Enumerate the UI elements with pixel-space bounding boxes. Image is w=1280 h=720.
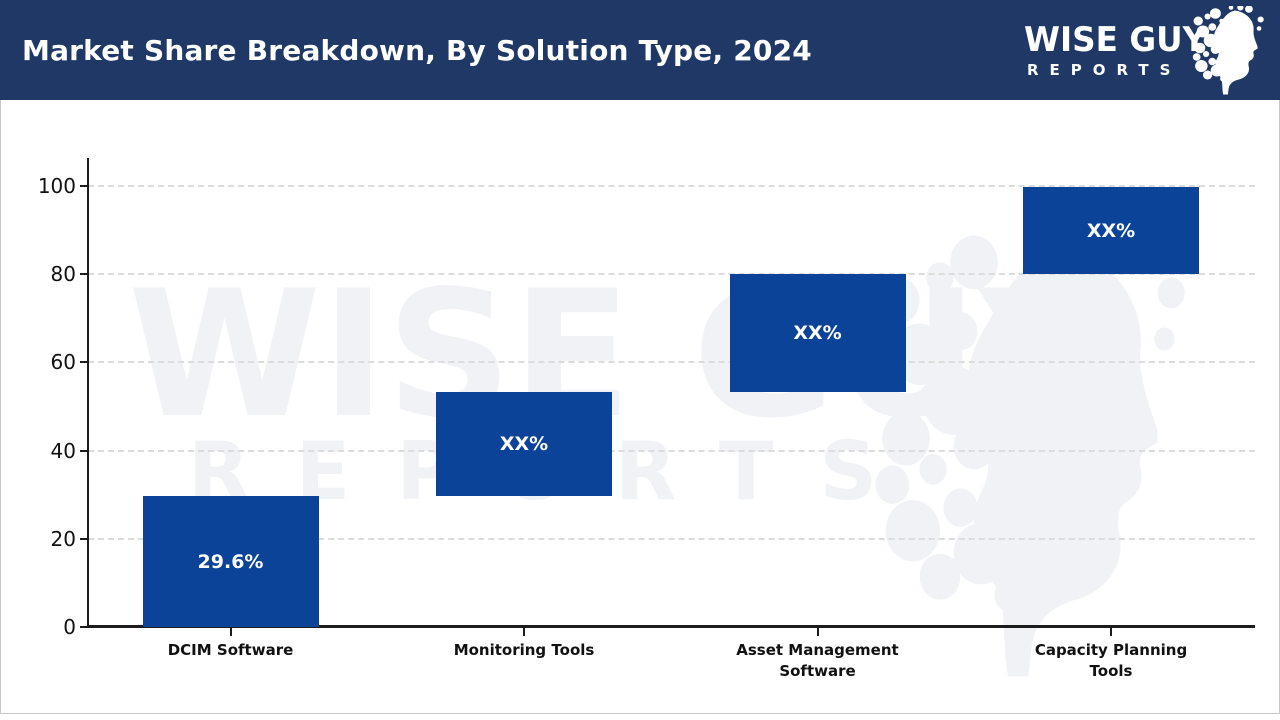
- bar-2: XX%: [436, 391, 612, 497]
- y-tick-mark: [80, 449, 88, 452]
- y-gridline: [88, 537, 1255, 540]
- logo-reports-text: REPORTS: [1027, 61, 1182, 79]
- y-tick-mark: [80, 185, 88, 187]
- y-gridline: [88, 449, 1255, 452]
- watermark-head-icon: [872, 224, 1185, 677]
- x-tick-label: Capacity Planning Tools: [1034, 641, 1188, 680]
- bar-1: 29.6%: [142, 496, 319, 627]
- bar-value-label: XX%: [499, 433, 549, 456]
- bar-value-label: XX%: [793, 322, 842, 345]
- y-tick-label: 40: [50, 438, 76, 463]
- y-axis-line: [87, 158, 89, 628]
- chart-title: Market Share Breakdown, By Solution Type…: [22, 33, 812, 67]
- x-axis-line: [87, 625, 1255, 628]
- y-tick-mark: [80, 273, 88, 276]
- bar-4: XX%: [1023, 186, 1199, 275]
- logo-head-icon: [1192, 6, 1264, 95]
- x-tick-label: Monitoring Tools: [453, 641, 595, 659]
- y-tick-mark: [80, 537, 88, 540]
- wise-guy-reports-logo: WISE GUY REPORTS: [1024, 0, 1272, 100]
- bar-3: XX%: [729, 274, 906, 392]
- logo-wordmark: WISE GUY: [1024, 20, 1207, 60]
- y-tick-label: 20: [50, 526, 76, 551]
- x-tick-label: DCIM Software: [167, 641, 294, 659]
- y-tick-label: 60: [50, 350, 76, 375]
- bar-value-label: XX%: [1086, 219, 1136, 242]
- x-tick-mark: [229, 628, 232, 636]
- y-tick-mark: [80, 361, 88, 364]
- y-gridline: [88, 273, 1255, 276]
- y-tick-label: 100: [37, 174, 76, 198]
- y-tick-label: 0: [63, 615, 76, 639]
- y-gridline: [88, 185, 1255, 187]
- x-tick-mark: [816, 628, 819, 636]
- x-tick-label: Asset Management Software: [736, 641, 899, 680]
- y-tick-label: 80: [50, 262, 76, 287]
- header-band: Market Share Breakdown, By Solution Type…: [0, 0, 1280, 100]
- bar-value-label: 29.6%: [197, 550, 264, 573]
- y-gridline: [88, 361, 1255, 364]
- x-tick-mark: [1110, 628, 1112, 636]
- x-tick-mark: [523, 628, 525, 636]
- y-tick-mark: [80, 626, 88, 628]
